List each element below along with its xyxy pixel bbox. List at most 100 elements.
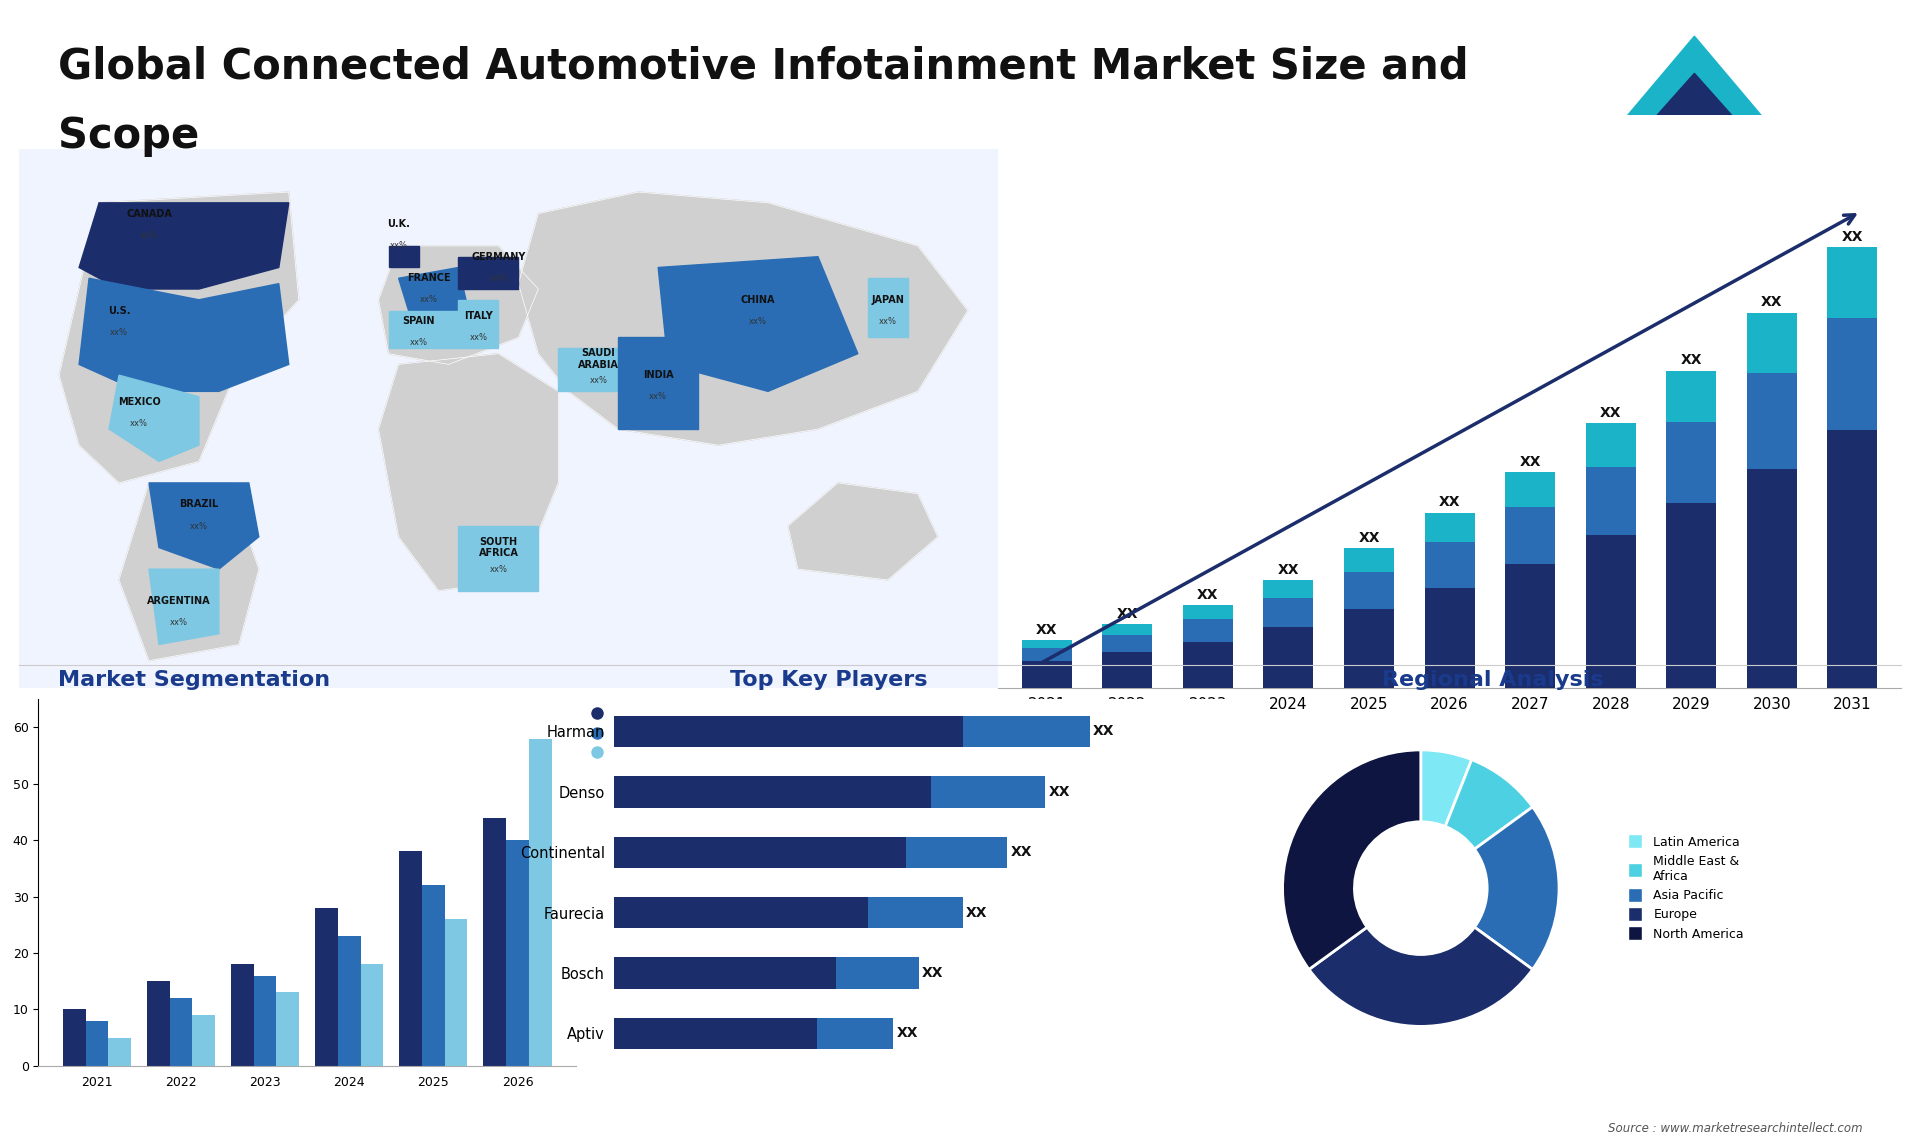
- Bar: [1505, 564, 1555, 688]
- Bar: [86, 1021, 108, 1066]
- Text: XX: XX: [1438, 495, 1461, 510]
- Text: xx%: xx%: [649, 392, 666, 401]
- Text: XX: XX: [1198, 588, 1219, 602]
- Text: XX: XX: [1092, 724, 1114, 738]
- Bar: [253, 975, 276, 1066]
- Bar: [614, 957, 837, 989]
- Polygon shape: [459, 300, 499, 348]
- Text: xx%: xx%: [589, 376, 607, 385]
- Legend: Type, Application, Geography: Type, Application, Geography: [582, 705, 689, 762]
- Bar: [1263, 598, 1313, 627]
- Polygon shape: [459, 257, 518, 289]
- Bar: [1263, 627, 1313, 688]
- Text: XX: XX: [1519, 455, 1542, 469]
- Text: XX: XX: [897, 1027, 918, 1041]
- Bar: [1425, 542, 1475, 588]
- Polygon shape: [79, 278, 288, 391]
- Bar: [1102, 625, 1152, 635]
- Text: XX: XX: [1010, 846, 1031, 860]
- Polygon shape: [868, 278, 908, 338]
- Bar: [484, 817, 507, 1066]
- Bar: [818, 1018, 893, 1049]
- Bar: [1586, 423, 1636, 466]
- Polygon shape: [388, 246, 419, 267]
- Text: Source : www.marketresearchintellect.com: Source : www.marketresearchintellect.com: [1607, 1122, 1862, 1135]
- Bar: [906, 837, 1008, 868]
- Bar: [1505, 472, 1555, 508]
- Wedge shape: [1283, 749, 1421, 970]
- Bar: [1021, 641, 1071, 649]
- Text: SOUTH
AFRICA: SOUTH AFRICA: [478, 536, 518, 558]
- Text: XX: XX: [1277, 563, 1300, 576]
- Bar: [108, 1037, 131, 1066]
- Bar: [614, 776, 931, 808]
- Bar: [1183, 642, 1233, 688]
- Text: xx%: xx%: [420, 296, 438, 305]
- Text: xx%: xx%: [131, 419, 148, 429]
- Bar: [962, 716, 1089, 747]
- Bar: [1425, 512, 1475, 542]
- Polygon shape: [378, 354, 559, 590]
- Wedge shape: [1446, 760, 1532, 849]
- Bar: [445, 919, 467, 1066]
- Bar: [1344, 572, 1394, 609]
- Bar: [1586, 535, 1636, 688]
- Polygon shape: [1645, 73, 1743, 128]
- Text: SPAIN: SPAIN: [403, 316, 434, 327]
- Bar: [1021, 661, 1071, 688]
- Text: xx%: xx%: [490, 274, 507, 283]
- Text: BRAZIL: BRAZIL: [179, 500, 219, 510]
- Bar: [422, 885, 445, 1066]
- Bar: [507, 840, 528, 1066]
- Text: XX: XX: [1037, 623, 1058, 637]
- Bar: [931, 776, 1044, 808]
- Bar: [1021, 649, 1071, 661]
- Bar: [614, 716, 962, 747]
- Bar: [399, 851, 422, 1066]
- Text: xx%: xx%: [390, 242, 407, 251]
- Bar: [1828, 246, 1878, 317]
- Bar: [315, 908, 338, 1066]
- Polygon shape: [150, 570, 219, 644]
- Bar: [148, 981, 169, 1066]
- Polygon shape: [459, 526, 538, 590]
- Bar: [1747, 374, 1797, 469]
- Bar: [868, 897, 962, 928]
- Bar: [1183, 605, 1233, 619]
- Polygon shape: [1617, 37, 1772, 128]
- Text: XX: XX: [1357, 531, 1380, 545]
- Text: xx%: xx%: [490, 565, 507, 574]
- Polygon shape: [559, 348, 637, 391]
- Text: INDIA: INDIA: [643, 370, 674, 380]
- Bar: [1263, 580, 1313, 598]
- Wedge shape: [1309, 927, 1532, 1027]
- Text: FRANCE: FRANCE: [407, 273, 451, 283]
- Text: xx%: xx%: [190, 521, 207, 531]
- Bar: [338, 936, 361, 1066]
- Bar: [1425, 588, 1475, 688]
- Bar: [614, 837, 906, 868]
- Text: Market Segmentation: Market Segmentation: [58, 670, 330, 690]
- Bar: [361, 964, 384, 1066]
- Polygon shape: [388, 311, 459, 348]
- Bar: [1344, 548, 1394, 572]
- Bar: [837, 957, 918, 989]
- Polygon shape: [378, 246, 538, 364]
- Bar: [1586, 466, 1636, 535]
- Polygon shape: [60, 193, 300, 482]
- Bar: [1183, 619, 1233, 642]
- Text: Global Connected Automotive Infotainment Market Size and: Global Connected Automotive Infotainment…: [58, 46, 1469, 88]
- Polygon shape: [518, 193, 968, 445]
- Polygon shape: [659, 257, 858, 391]
- Text: MARKET
RESEARCH
INTELLECT: MARKET RESEARCH INTELLECT: [1786, 46, 1849, 81]
- Text: XX: XX: [1599, 406, 1622, 419]
- Text: U.K.: U.K.: [388, 219, 411, 229]
- Text: Top Key Players: Top Key Players: [730, 670, 927, 690]
- Bar: [1667, 503, 1716, 688]
- Text: XX: XX: [1841, 229, 1862, 244]
- Text: CHINA: CHINA: [741, 295, 776, 305]
- Text: xx%: xx%: [879, 316, 897, 325]
- Polygon shape: [109, 375, 200, 462]
- Text: U.S.: U.S.: [108, 306, 131, 315]
- Text: xx%: xx%: [470, 333, 488, 342]
